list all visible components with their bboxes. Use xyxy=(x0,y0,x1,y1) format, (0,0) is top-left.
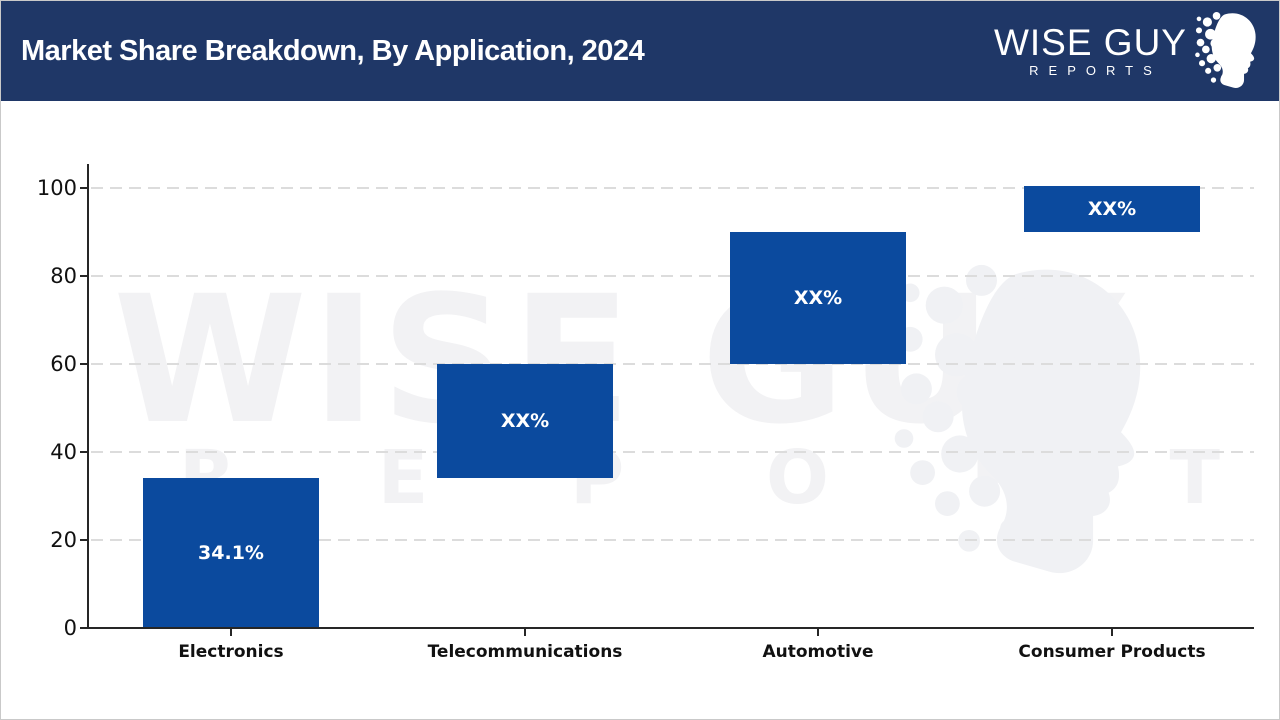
y-axis-spine xyxy=(87,164,89,629)
y-tick-60 xyxy=(80,363,88,365)
x-tick-3 xyxy=(817,629,819,636)
y-tick-label-80: 80 xyxy=(50,264,77,288)
gridline-40 xyxy=(91,451,1254,453)
bar-value-label: XX% xyxy=(793,287,843,309)
category-label-telecommunications: Telecommunications xyxy=(427,642,623,662)
category-label-electronics: Electronics xyxy=(178,642,284,662)
bar-automotive: XX% xyxy=(730,232,906,364)
brand-logo: WISE GUY REPORTS xyxy=(994,9,1267,93)
brand-head-icon xyxy=(1195,12,1256,88)
gridline-80 xyxy=(91,275,1254,277)
bar-value-label: XX% xyxy=(500,409,550,432)
x-tick-2 xyxy=(524,629,526,636)
y-tick-40 xyxy=(80,451,88,453)
page-title: Market Share Breakdown, By Application, … xyxy=(21,34,645,67)
x-tick-1 xyxy=(230,629,232,636)
y-tick-label-20: 20 xyxy=(50,528,77,552)
gridline-20 xyxy=(91,539,1254,541)
y-tick-label-100: 100 xyxy=(36,176,77,200)
y-tick-label-40: 40 xyxy=(50,440,77,464)
header: Market Share Breakdown, By Application, … xyxy=(1,1,1279,101)
y-tick-0 xyxy=(80,627,88,629)
bar-value-label: XX% xyxy=(1087,197,1137,220)
bar-consumer-products: XX% xyxy=(1024,185,1200,232)
y-tick-80 xyxy=(80,275,88,277)
bar-electronics: 34.1% xyxy=(143,477,319,628)
gridline-60 xyxy=(91,363,1254,365)
x-axis-spine xyxy=(87,627,1254,629)
y-tick-20 xyxy=(80,539,88,541)
bar-value-label: 34.1% xyxy=(198,541,264,564)
brand-reports-text: REPORTS xyxy=(1029,62,1162,78)
category-label-consumer-products: Consumer Products xyxy=(1018,642,1206,662)
category-label-automotive: Automotive xyxy=(762,642,874,662)
y-tick-100 xyxy=(80,187,88,189)
bar-telecommunications: XX% xyxy=(437,364,613,478)
x-tick-4 xyxy=(1111,629,1113,636)
y-tick-label-60: 60 xyxy=(50,352,77,376)
y-tick-label-0: 0 xyxy=(63,616,77,640)
brand-name-text: WISE GUY xyxy=(993,22,1187,64)
gridline-100 xyxy=(91,187,1254,189)
